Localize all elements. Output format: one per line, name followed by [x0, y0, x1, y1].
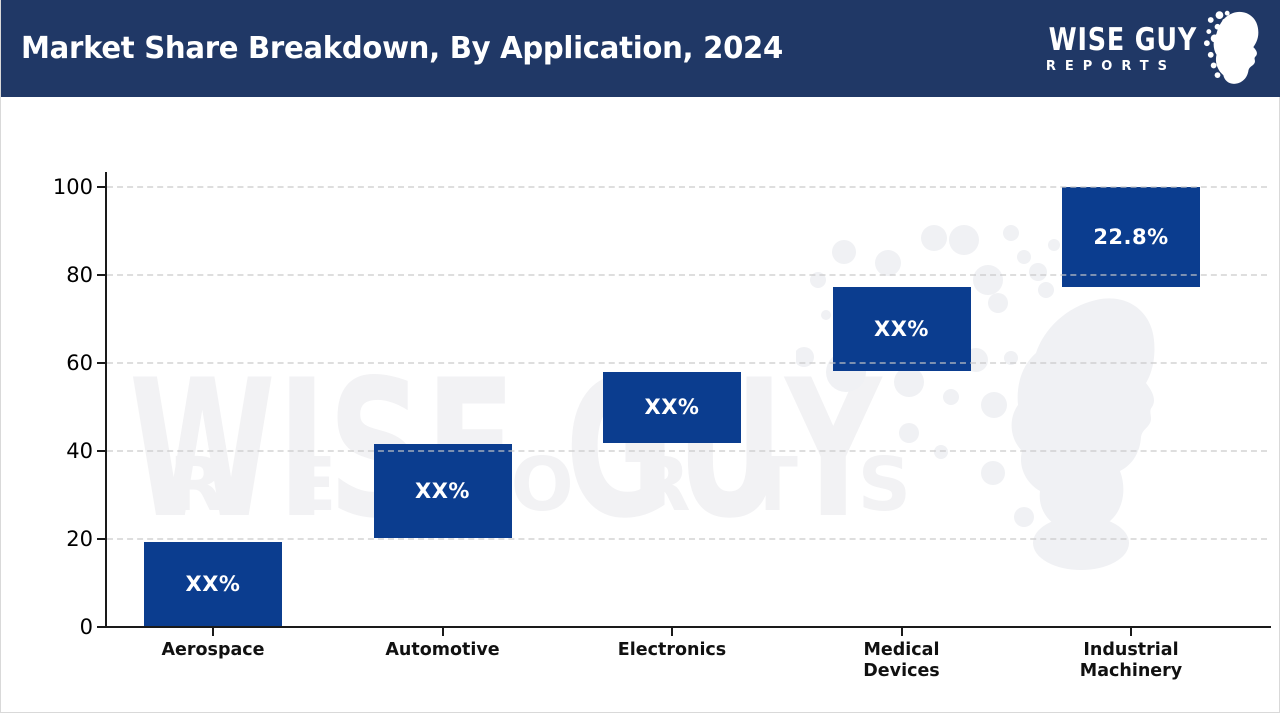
bar-value-label: XX%	[644, 395, 700, 420]
y-tick-60	[97, 362, 105, 364]
bar-industrial-machinery: 22.8%	[1062, 187, 1200, 288]
y-axis-line	[105, 172, 107, 628]
y-tick-label-0: 0	[79, 615, 93, 639]
bar-electronics: XX%	[603, 371, 741, 444]
x-axis-label-4: Industrial Machinery	[1079, 640, 1183, 681]
logo-wordmark-sub: REPORTS	[1045, 58, 1177, 74]
x-axis-label-3: Medical Devices	[863, 640, 940, 681]
y-tick-0	[97, 626, 105, 628]
gridline-80	[107, 274, 1267, 276]
bar-medical-devices: XX%	[832, 286, 971, 371]
x-axis-label-2: Electronics	[617, 640, 727, 660]
logo-wordmark: WISE GUY REPORTS	[1016, 24, 1197, 74]
x-axis-label-1: Automotive	[385, 640, 500, 660]
logo-wordmark-main: WISE GUY	[1048, 21, 1197, 58]
y-tick-label-80: 80	[66, 263, 93, 287]
head-profile-dots-icon	[1203, 10, 1259, 84]
x-axis-line	[105, 626, 1271, 628]
y-tick-80	[97, 274, 105, 276]
x-tick-3	[900, 628, 903, 636]
gridline-20	[107, 538, 1267, 540]
x-axis-label-0: Aerospace	[161, 640, 265, 660]
gridline-40	[107, 450, 1267, 452]
bar-aerospace: XX%	[144, 541, 282, 627]
bar-automotive: XX%	[373, 443, 512, 539]
page-title: Market Share Breakdown, By Application, …	[21, 31, 783, 66]
y-tick-20	[97, 538, 105, 540]
x-tick-0	[212, 628, 214, 636]
y-tick-label-20: 20	[66, 527, 93, 551]
y-tick-40	[97, 450, 105, 452]
y-tick-label-100: 100	[52, 175, 93, 199]
x-tick-4	[1130, 628, 1132, 636]
chart-area: WISE GUY REPORTS 0 20 40 60 80 100 XX% Aerospac…	[1, 97, 1280, 713]
x-tick-1	[441, 628, 444, 636]
y-tick-100	[97, 186, 105, 188]
bar-value-label: XX%	[415, 479, 470, 504]
bar-value-label: 22.8%	[1093, 225, 1169, 250]
bar-value-label: XX%	[185, 572, 241, 597]
header-bar: Market Share Breakdown, By Application, …	[1, 0, 1280, 97]
watermark-subtext: REPORTS	[169, 442, 972, 528]
gridline-60	[107, 362, 1267, 364]
head-profile-dots-watermark	[796, 225, 1155, 570]
bar-value-label: XX%	[874, 316, 929, 341]
gridline-100	[107, 186, 1267, 188]
y-tick-label-40: 40	[66, 439, 93, 463]
y-tick-label-60: 60	[66, 351, 93, 375]
wise-guy-logo: WISE GUY REPORTS	[1016, 8, 1263, 90]
x-tick-2	[671, 628, 673, 636]
